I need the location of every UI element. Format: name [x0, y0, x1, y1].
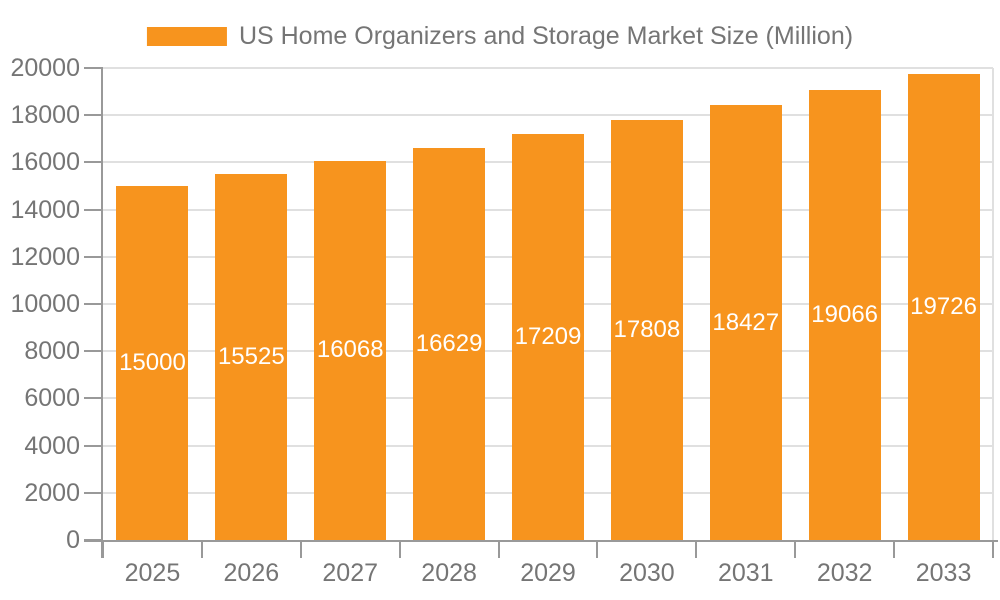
bar[interactable]: 16068 [314, 160, 387, 540]
y-axis-tick [84, 255, 103, 258]
legend-swatch[interactable] [146, 27, 227, 46]
x-tick-label: 2031 [717, 559, 774, 587]
gridline [103, 67, 993, 69]
bar-value-label: 17808 [613, 315, 681, 343]
x-axis-tick [695, 540, 698, 558]
bar[interactable]: 18427 [709, 105, 782, 540]
y-tick-label: 10000 [10, 290, 80, 318]
gridline [103, 114, 993, 117]
y-tick-label: 12000 [10, 242, 80, 271]
x-tick-label: 2029 [520, 559, 576, 587]
x-tick-label: 2033 [915, 559, 972, 587]
y-tick-label: 16000 [10, 148, 80, 177]
legend[interactable]: US Home Organizers and Storage Market Si… [146, 22, 854, 51]
bar[interactable]: 19066 [808, 90, 881, 540]
bar[interactable]: 17209 [512, 133, 584, 540]
y-tick-label: 14000 [10, 195, 80, 224]
y-axis-line [101, 68, 103, 558]
y-tick-label: 18000 [10, 101, 80, 130]
y-axis-tick [84, 114, 103, 117]
y-tick-label: 0 [66, 526, 80, 554]
y-tick-label: 4000 [24, 431, 80, 460]
bar-value-label: 15525 [217, 342, 285, 370]
x-tick-label: 2028 [421, 559, 477, 587]
x-tick-label: 2032 [816, 559, 873, 587]
y-axis-tick [84, 303, 103, 305]
bar[interactable]: 16629 [413, 147, 486, 540]
y-axis-tick [84, 350, 103, 353]
legend-label: US Home Organizers and Storage Market Si… [238, 22, 854, 50]
x-axis-tick [102, 540, 104, 558]
x-axis-tick [398, 540, 401, 558]
x-tick-label: 2025 [124, 559, 181, 587]
y-axis-tick [84, 161, 103, 164]
bar-value-label: 19726 [910, 293, 977, 321]
y-axis-tick [84, 444, 103, 447]
x-tick-label: 2026 [223, 559, 280, 587]
bar-value-label: 15000 [119, 349, 186, 376]
x-tick-label: 2027 [322, 559, 379, 587]
x-tick-label: 2030 [619, 559, 675, 587]
x-axis-tick [893, 540, 896, 558]
bar-value-label: 19066 [811, 301, 879, 329]
y-axis-tick [84, 208, 103, 211]
y-axis-tick [84, 491, 103, 494]
bar-value-label: 16629 [415, 329, 483, 357]
x-axis-tick [200, 540, 203, 558]
bar-value-label: 18427 [712, 308, 780, 336]
x-axis-tick [497, 540, 500, 558]
bar[interactable]: 15525 [215, 173, 288, 540]
x-axis-tick [992, 540, 994, 558]
bar-value-label: 16068 [316, 336, 384, 364]
bar[interactable]: 19726 [907, 74, 980, 540]
y-axis-tick [84, 67, 103, 69]
plot-right-border [992, 68, 994, 540]
y-tick-label: 2000 [24, 478, 80, 507]
y-tick-label: 8000 [24, 337, 80, 366]
y-axis-tick [84, 397, 103, 400]
x-axis-line [84, 540, 998, 542]
bar-value-label: 17209 [514, 322, 582, 350]
y-tick-label: 20000 [10, 54, 80, 82]
y-tick-label: 6000 [24, 384, 80, 413]
bar[interactable]: 15000 [116, 186, 189, 540]
x-axis-tick [596, 540, 599, 558]
bar[interactable]: 17808 [610, 119, 683, 540]
x-axis-tick [299, 540, 302, 558]
x-axis-tick [794, 540, 797, 558]
